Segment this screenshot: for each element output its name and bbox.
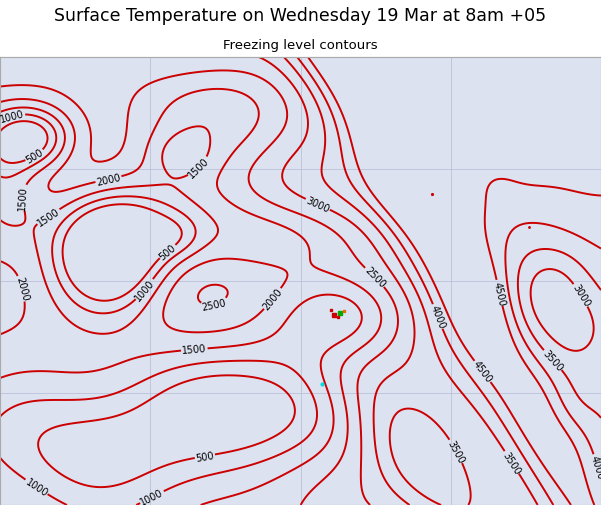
Text: 2000: 2000: [14, 276, 30, 302]
Text: 500: 500: [195, 450, 215, 463]
Text: 3000: 3000: [570, 282, 591, 309]
Text: 1000: 1000: [133, 277, 156, 302]
Text: 1500: 1500: [186, 156, 211, 180]
Text: 1500: 1500: [182, 344, 207, 356]
Text: 4000: 4000: [589, 454, 601, 480]
Text: 2500: 2500: [362, 265, 387, 290]
Text: Freezing level contours: Freezing level contours: [223, 39, 378, 52]
Text: 3500: 3500: [501, 449, 523, 476]
Text: 1500: 1500: [35, 206, 61, 228]
Text: Surface Temperature on Wednesday 19 Mar at 8am +05: Surface Temperature on Wednesday 19 Mar …: [55, 7, 546, 25]
Text: 500: 500: [24, 147, 45, 166]
Text: 500: 500: [157, 242, 178, 262]
Text: 4000: 4000: [429, 304, 447, 330]
Text: 1000: 1000: [23, 476, 49, 498]
Text: 3500: 3500: [446, 438, 466, 465]
Text: 2500: 2500: [201, 297, 227, 312]
Text: 3000: 3000: [305, 195, 331, 215]
Text: 1500: 1500: [17, 185, 29, 211]
Text: 1000: 1000: [139, 487, 165, 505]
Text: 1000: 1000: [0, 109, 25, 125]
Text: 2000: 2000: [261, 286, 284, 312]
Text: 4500: 4500: [471, 359, 494, 384]
Text: 3500: 3500: [541, 348, 565, 373]
Text: 2000: 2000: [96, 172, 121, 187]
Text: 4500: 4500: [492, 280, 507, 307]
